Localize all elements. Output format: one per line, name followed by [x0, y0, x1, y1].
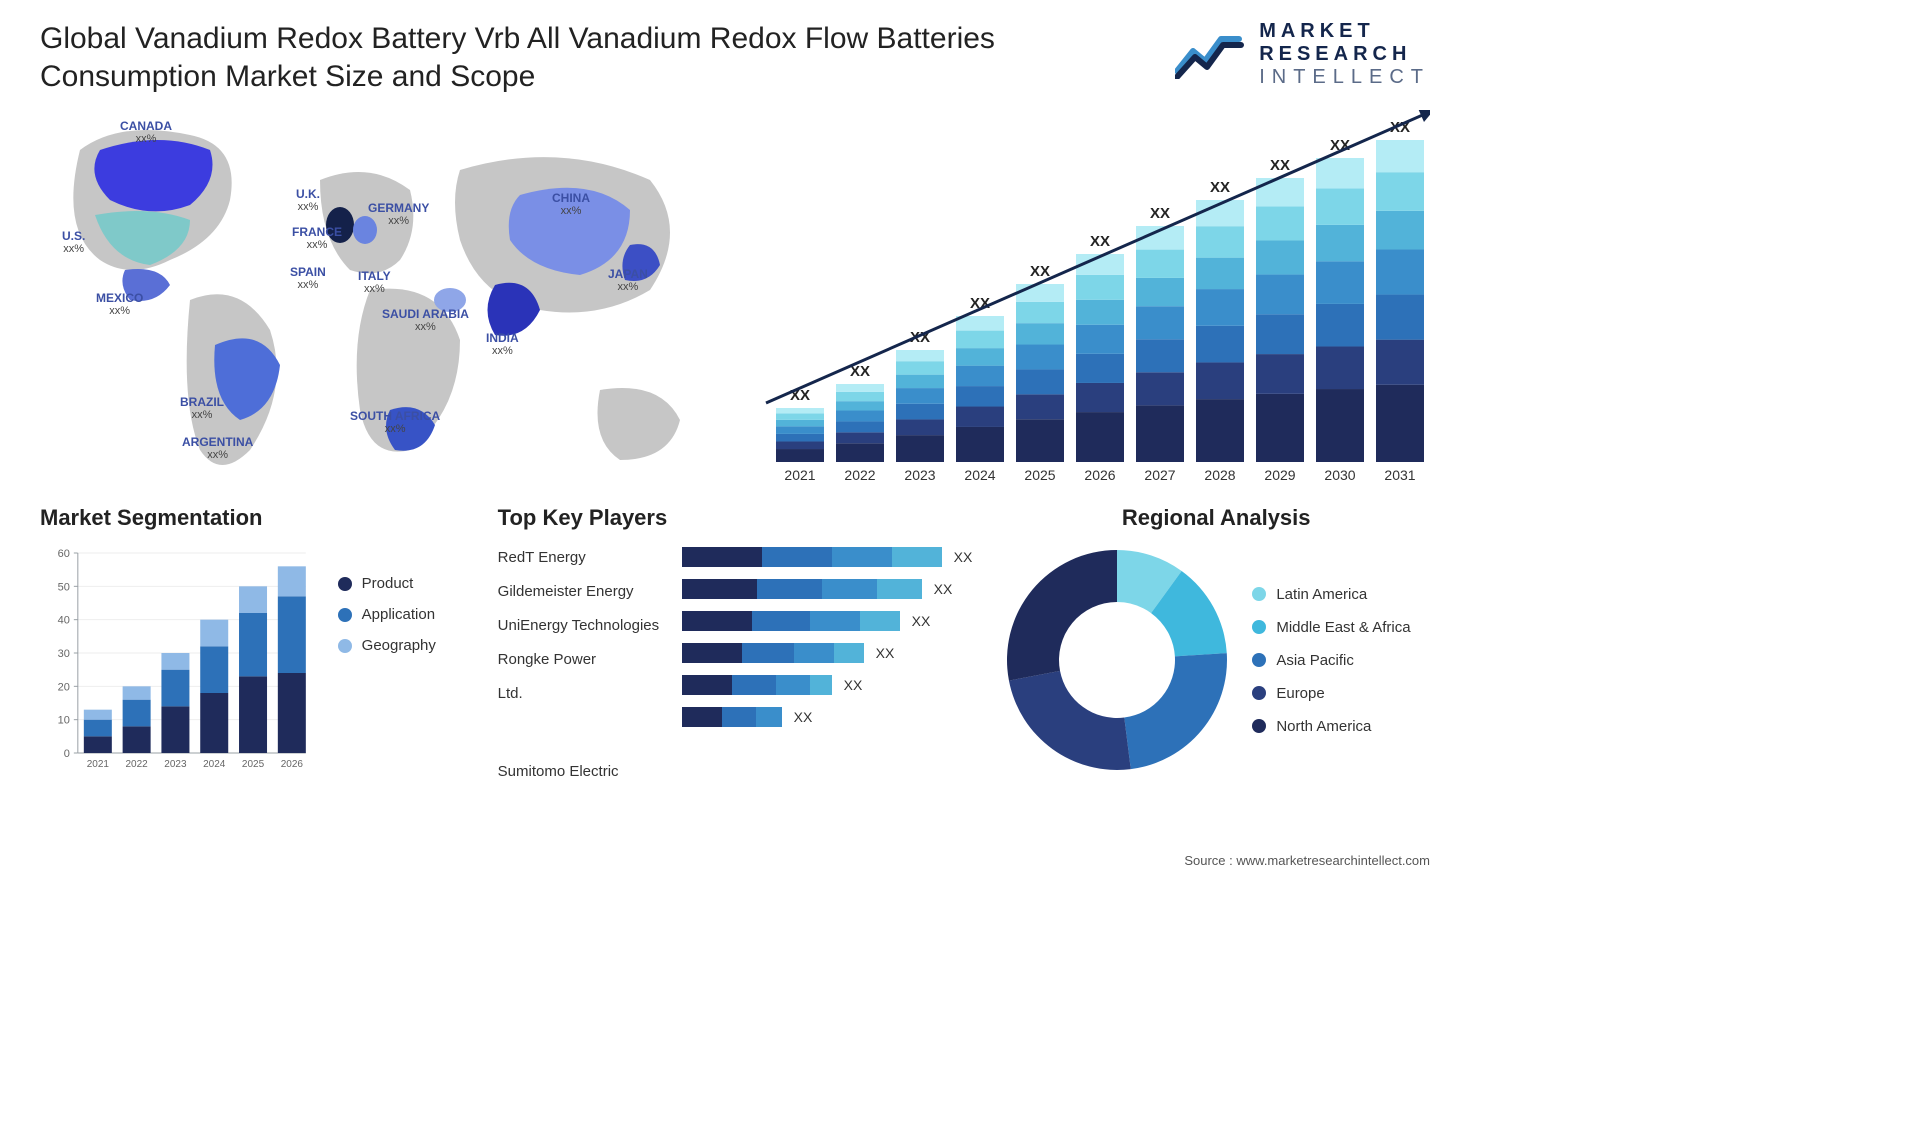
legend-item: Product	[338, 575, 468, 592]
logo-line3: INTELLECT	[1259, 66, 1430, 89]
svg-text:60: 60	[58, 548, 70, 560]
legend-item: Middle East & Africa	[1252, 619, 1410, 636]
country-label: FRANCExx%	[292, 226, 342, 251]
player-name: Ltd.	[498, 685, 668, 705]
regional-donut	[1002, 545, 1232, 775]
svg-text:2024: 2024	[964, 467, 995, 483]
page-title: Global Vanadium Redox Battery Vrb All Va…	[40, 20, 1020, 95]
country-label: ARGENTINAxx%	[182, 436, 253, 461]
svg-text:XX: XX	[1030, 263, 1050, 280]
country-label: SAUDI ARABIAxx%	[382, 308, 469, 333]
legend-item: Europe	[1252, 685, 1410, 702]
country-label: U.S.xx%	[62, 230, 85, 255]
svg-text:2021: 2021	[87, 759, 110, 770]
svg-text:40: 40	[58, 615, 70, 627]
segmentation-legend: Product Application Geography	[338, 545, 468, 775]
player-name: Sumitomo Electric	[498, 763, 668, 780]
country-label: MEXICOxx%	[96, 292, 143, 317]
country-label: CHINAxx%	[552, 192, 590, 217]
svg-text:2031: 2031	[1384, 467, 1415, 483]
svg-text:0: 0	[64, 748, 70, 760]
legend-item: Application	[338, 606, 468, 623]
svg-text:2022: 2022	[844, 467, 875, 483]
svg-text:10: 10	[58, 715, 70, 727]
svg-text:2027: 2027	[1144, 467, 1175, 483]
world-map: CANADAxx% U.S.xx% MEXICOxx% BRAZILxx% ARGENT…	[40, 110, 700, 490]
player-bar-row: XX	[682, 675, 973, 695]
country-label: BRAZILxx%	[180, 396, 224, 421]
country-label: JAPANxx%	[608, 268, 648, 293]
country-label: SOUTH AFRICAxx%	[350, 410, 440, 435]
segmentation-chart: 0 10 20 30 40 50 60 2021 2022 2023 2024 2025 2026	[40, 545, 320, 775]
svg-text:2025: 2025	[242, 759, 265, 770]
svg-text:2024: 2024	[203, 759, 226, 770]
country-label: ITALYxx%	[358, 270, 391, 295]
players-labels: RedT Energy Gildemeister Energy UniEnergy …	[498, 545, 668, 780]
svg-text:2029: 2029	[1264, 467, 1295, 483]
svg-text:2028: 2028	[1204, 467, 1235, 483]
svg-text:XX: XX	[1090, 233, 1110, 250]
country-label: INDIAxx%	[486, 332, 519, 357]
forecast-bar-chart: XX2021XX2022XX2023XX2024XX2025XX2026XX20…	[730, 110, 1430, 490]
player-name: Rongke Power	[498, 651, 668, 671]
player-bar-row: XX	[682, 643, 973, 663]
legend-item: Geography	[338, 637, 468, 654]
logo-line1: MARKET	[1259, 20, 1430, 43]
svg-text:XX: XX	[1210, 179, 1230, 196]
country-label: GERMANYxx%	[368, 202, 429, 227]
svg-text:2026: 2026	[281, 759, 304, 770]
svg-text:XX: XX	[1150, 205, 1170, 222]
legend-item: Asia Pacific	[1252, 652, 1410, 669]
svg-text:2023: 2023	[904, 467, 935, 483]
country-label: CANADAxx%	[120, 120, 172, 145]
players-title: Top Key Players	[498, 505, 973, 531]
regional-legend: Latin America Middle East & Africa Asia Pa…	[1252, 586, 1410, 735]
player-name: UniEnergy Technologies	[498, 617, 668, 637]
svg-text:30: 30	[58, 648, 70, 660]
svg-text:2030: 2030	[1324, 467, 1355, 483]
country-label: U.K.xx%	[296, 188, 320, 213]
svg-text:2025: 2025	[1024, 467, 1055, 483]
segmentation-panel: Market Segmentation 0 10 20 30 40 50 60 2021 202…	[40, 505, 468, 780]
segmentation-title: Market Segmentation	[40, 505, 468, 531]
svg-text:2023: 2023	[164, 759, 187, 770]
brand-logo: MARKET RESEARCH INTELLECT	[1175, 20, 1430, 89]
player-name	[498, 719, 668, 739]
svg-text:2021: 2021	[784, 467, 815, 483]
source-footer: Source : www.marketresearchintellect.com	[1184, 853, 1430, 868]
svg-text:2026: 2026	[1084, 467, 1115, 483]
player-bar-row: XX	[682, 579, 973, 599]
svg-text:2022: 2022	[126, 759, 149, 770]
player-bar-row: XX	[682, 707, 973, 727]
player-bar-row: XX	[682, 611, 973, 631]
players-panel: Top Key Players RedT Energy Gildemeister …	[498, 505, 973, 780]
svg-text:20: 20	[58, 681, 70, 693]
player-name: RedT Energy	[498, 549, 668, 569]
regional-title: Regional Analysis	[1002, 505, 1430, 531]
players-bars: XX XX XX XX XX XX	[682, 545, 973, 780]
regional-panel: Regional Analysis Latin America Middle Ea…	[1002, 505, 1430, 780]
player-name: Gildemeister Energy	[498, 583, 668, 603]
country-label: SPAINxx%	[290, 266, 326, 291]
logo-mark-icon	[1175, 31, 1245, 79]
legend-item: North America	[1252, 718, 1410, 735]
logo-line2: RESEARCH	[1259, 43, 1430, 66]
player-bar-row: XX	[682, 547, 973, 567]
svg-text:50: 50	[58, 581, 70, 593]
legend-item: Latin America	[1252, 586, 1410, 603]
svg-text:XX: XX	[1270, 157, 1290, 174]
